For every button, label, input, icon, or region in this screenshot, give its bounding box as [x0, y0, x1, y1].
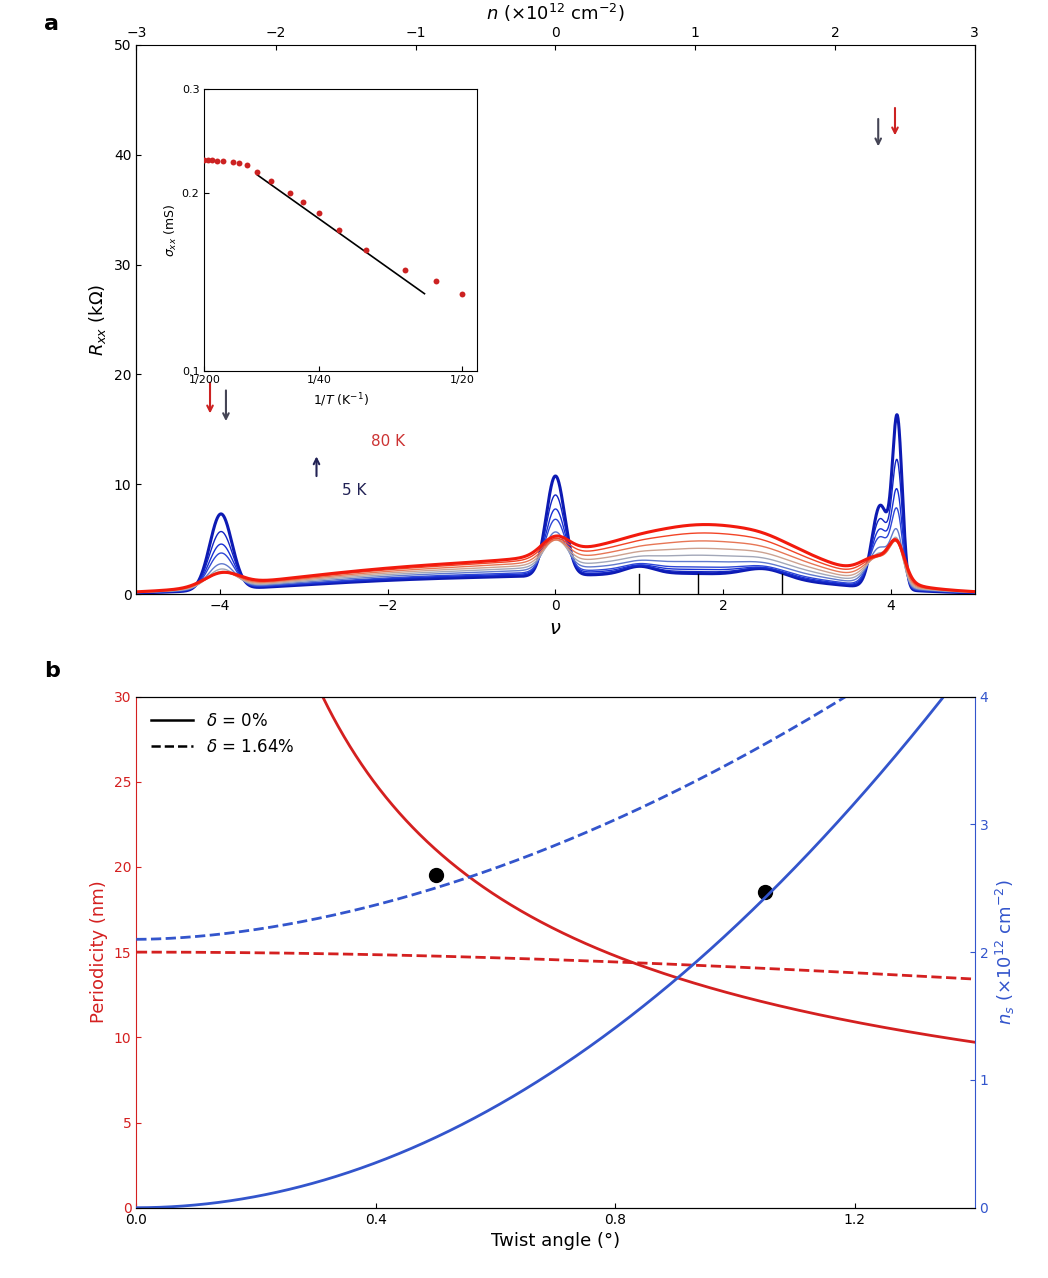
Point: [215, 151, 232, 171]
Point: [231, 153, 247, 174]
Point: [249, 162, 266, 183]
Text: 80 K: 80 K: [371, 435, 406, 449]
Point: [331, 220, 348, 240]
Text: b: b: [44, 661, 60, 681]
Point: [358, 240, 375, 261]
Point: [294, 192, 311, 212]
Point: [199, 150, 216, 170]
X-axis label: 1/$T$ (K$^{-1}$): 1/$T$ (K$^{-1}$): [312, 391, 369, 409]
X-axis label: $n$ ($\times$10$^{12}$ cm$^{-2}$): $n$ ($\times$10$^{12}$ cm$^{-2}$): [486, 3, 625, 24]
Text: a: a: [44, 14, 59, 33]
Point: [239, 155, 256, 175]
Point: [203, 150, 220, 170]
Point: [396, 259, 413, 280]
Point: [454, 284, 471, 304]
Text: 5 K: 5 K: [342, 483, 366, 498]
Y-axis label: $n_s$ ($\times$10$^{12}$ cm$^{-2}$): $n_s$ ($\times$10$^{12}$ cm$^{-2}$): [994, 879, 1017, 1025]
X-axis label: Twist angle (°): Twist angle (°): [490, 1232, 620, 1250]
Point: [428, 271, 444, 291]
Y-axis label: Periodicity (nm): Periodicity (nm): [90, 881, 108, 1024]
Legend: $\delta$ = 0%, $\delta$ = 1.64%: $\delta$ = 0%, $\delta$ = 1.64%: [145, 705, 302, 763]
Point: [209, 151, 225, 171]
Point: [428, 865, 444, 886]
Point: [263, 170, 280, 190]
Point: [224, 152, 241, 173]
Y-axis label: $\sigma_{xx}$ (mS): $\sigma_{xx}$ (mS): [162, 203, 179, 257]
Y-axis label: $R_{xx}$ (k$\Omega$): $R_{xx}$ (k$\Omega$): [87, 284, 108, 355]
X-axis label: $\nu$: $\nu$: [549, 619, 562, 638]
Point: [310, 203, 327, 224]
Point: [196, 150, 213, 170]
Point: [282, 183, 299, 203]
Point: [757, 882, 773, 902]
